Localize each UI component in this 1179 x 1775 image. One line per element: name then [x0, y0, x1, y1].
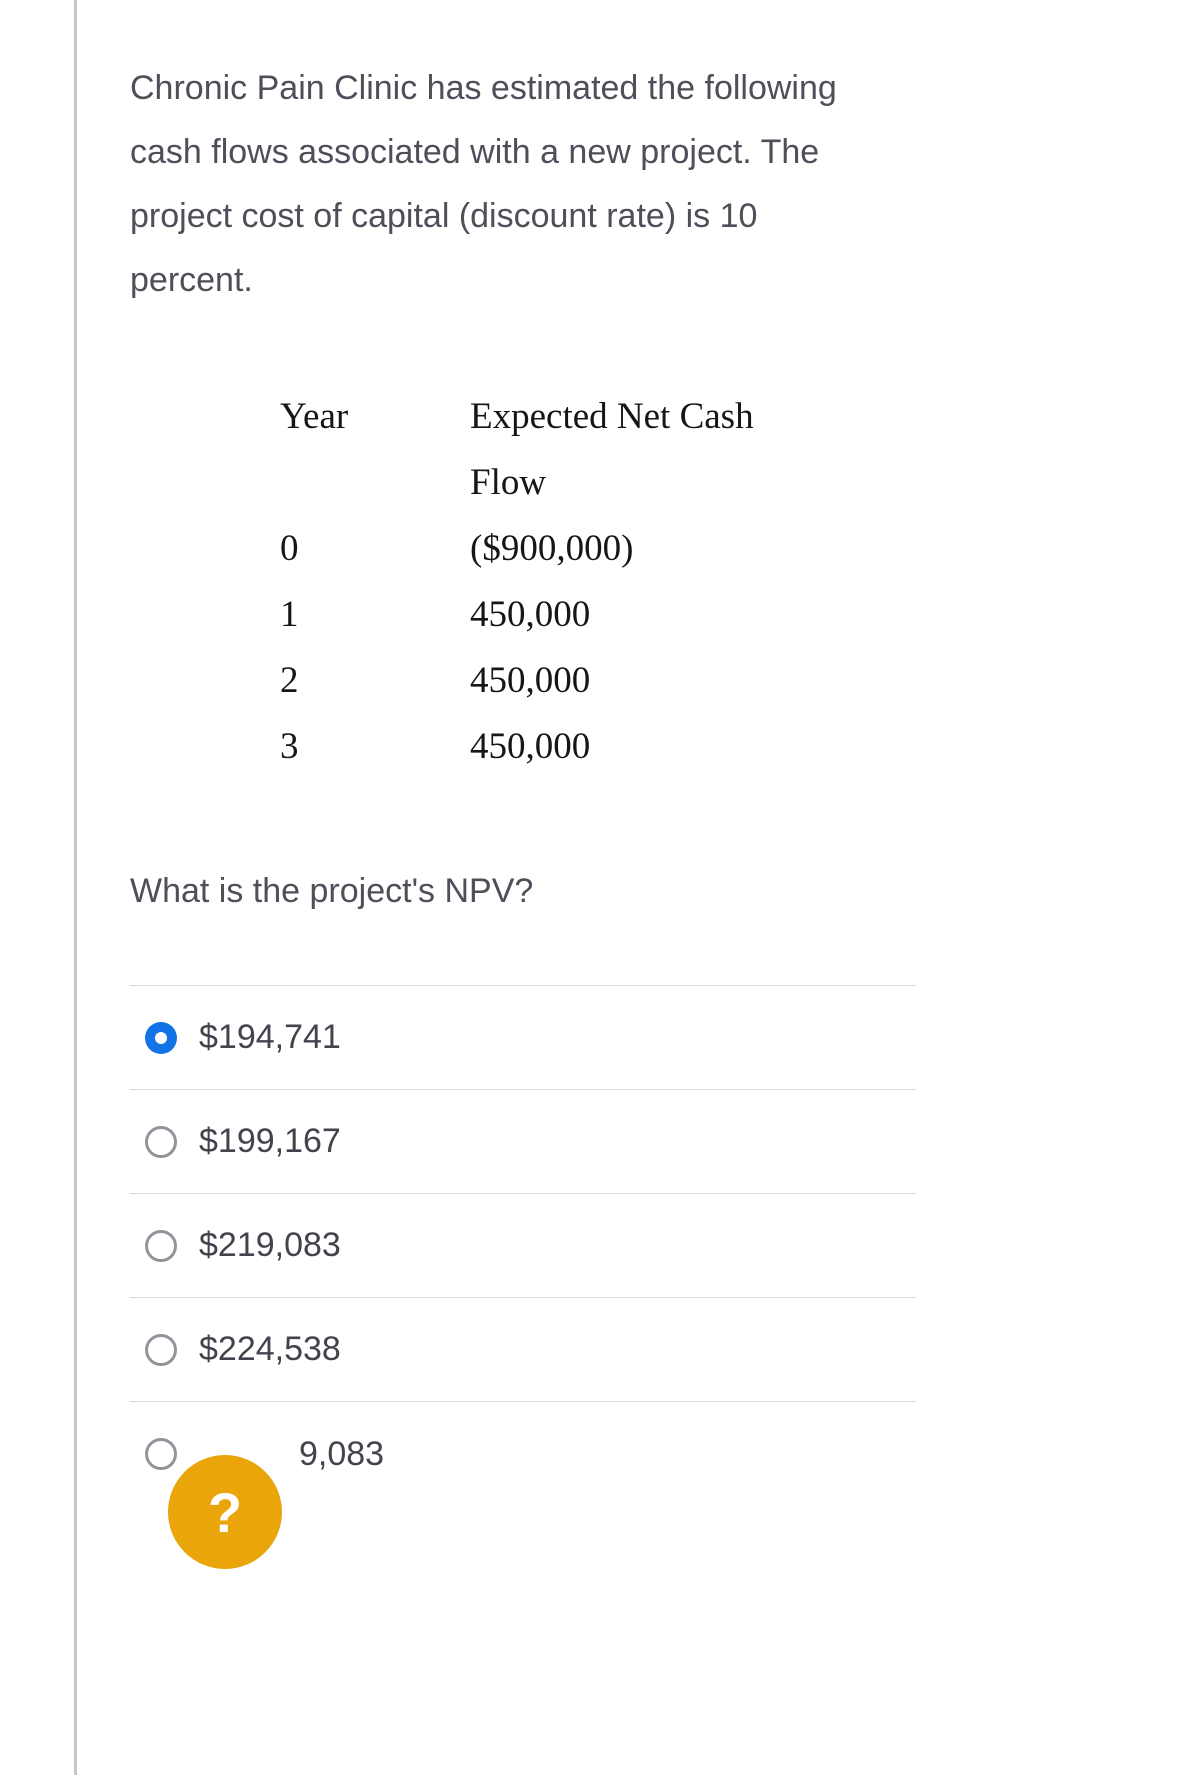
radio-button-icon[interactable]: [145, 1229, 177, 1262]
answer-option-4[interactable]: $224,538: [130, 1298, 916, 1402]
table-row: 0 ($900,000): [280, 516, 815, 582]
answer-option-label: $219,083: [199, 1226, 341, 1264]
table-header-row: Year Expected Net Cash Flow: [280, 384, 815, 516]
table-cell-year: 1: [280, 594, 299, 635]
answer-option-5[interactable]: 9,083: [130, 1402, 916, 1506]
table-cell-year: 3: [280, 726, 299, 767]
question-mark-icon: ?: [207, 1480, 243, 1544]
radio-button-icon[interactable]: [145, 1438, 177, 1470]
answer-option-1[interactable]: $194,741: [130, 986, 916, 1090]
table-cell-year: 2: [280, 660, 299, 701]
table-header-year: Year: [280, 396, 349, 437]
table-cell-flow: ($900,000): [470, 528, 634, 569]
question-prompt: What is the project's NPV?: [130, 872, 534, 910]
answer-option-label: $194,741: [199, 1018, 341, 1056]
table-cell-flow: 450,000: [470, 594, 591, 635]
cash-flow-table: Year Expected Net Cash Flow 0 ($900,000)…: [280, 384, 815, 780]
table-cell-year: 0: [280, 528, 299, 569]
answer-option-label: 9,083: [299, 1434, 385, 1473]
question-text: Chronic Pain Clinic has estimated the fo…: [130, 69, 837, 299]
table-row: 3 450,000: [280, 714, 815, 780]
table-cell-flow: 450,000: [470, 726, 591, 767]
radio-button-icon[interactable]: [145, 1333, 177, 1366]
answer-option-3[interactable]: $219,083: [130, 1194, 916, 1298]
question-content: Chronic Pain Clinic has estimated the fo…: [130, 0, 916, 1506]
table-header-flow: Expected Net Cash Flow: [470, 396, 754, 503]
table-cell-flow: 450,000: [470, 660, 591, 701]
help-button[interactable]: ?: [168, 1455, 282, 1569]
table-row: 2 450,000: [280, 648, 815, 714]
left-border-line: [74, 0, 77, 1775]
radio-button-icon[interactable]: [145, 1125, 177, 1158]
table-row: 1 450,000: [280, 582, 815, 648]
radio-button-selected-icon[interactable]: [145, 1021, 177, 1054]
answer-option-2[interactable]: $199,167: [130, 1090, 916, 1194]
answer-options: $194,741 $199,167 $219,083 $224,538 9,08…: [130, 985, 916, 1506]
answer-option-label: $224,538: [199, 1330, 341, 1368]
answer-option-label: $199,167: [199, 1122, 341, 1160]
